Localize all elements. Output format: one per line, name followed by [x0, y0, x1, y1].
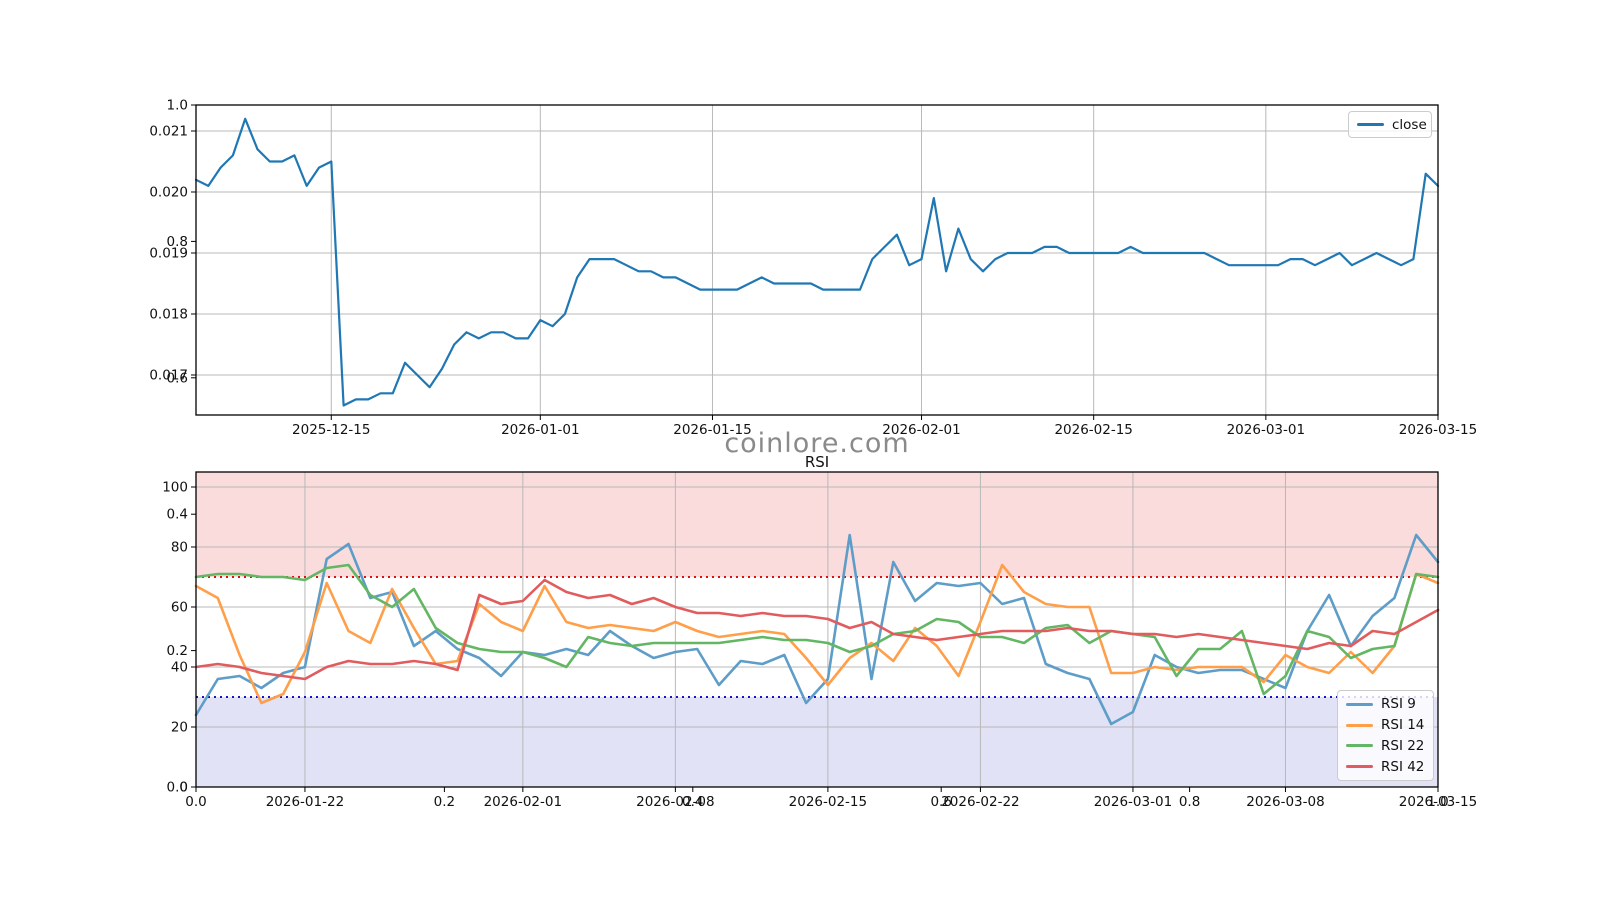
x-tick-label: 2026-02-15	[1054, 422, 1132, 438]
rsi22-line-swatch	[1346, 744, 1373, 748]
rsi-legend: RSI 9 RSI 14 RSI 22 RSI 42	[1337, 690, 1434, 781]
overlay-y-tick-label: 0.8	[167, 234, 188, 250]
overlay-y-tick-label: 0.6	[167, 370, 188, 386]
overlay-x-tick-label: 0.8	[1179, 794, 1200, 810]
legend-item-rsi42: RSI 42	[1346, 756, 1425, 777]
overlay-x-tick-label: 0.4	[682, 794, 703, 810]
x-tick-label: 2026-03-01	[1227, 422, 1305, 438]
legend-item-close: close	[1357, 115, 1427, 134]
legend-item-rsi9: RSI 9	[1346, 694, 1425, 715]
x-tick-label: 2026-03-15	[1399, 794, 1477, 810]
rsi-chart-frame	[195, 471, 1439, 788]
overlay-x-tick-label: 1.0	[1427, 794, 1448, 810]
legend-label-close: close	[1392, 116, 1427, 133]
y-tick-label: 80	[171, 540, 188, 556]
x-tick-label: 2026-02-01	[484, 794, 562, 810]
legend-label-rsi9: RSI 9	[1381, 696, 1416, 713]
overlay-x-tick-label: 0.2	[434, 794, 455, 810]
x-tick-label: 2026-01-15	[673, 422, 751, 438]
rsi-14-line	[194, 563, 1440, 705]
legend-item-rsi14: RSI 14	[1346, 715, 1425, 736]
y-tick-label: 0.020	[149, 184, 188, 200]
y-tick-label: 0	[179, 780, 188, 796]
x-tick-label: 2026-01-22	[266, 794, 344, 810]
x-tick-label: 2026-02-15	[789, 794, 867, 810]
rsi14-line-swatch	[1346, 723, 1373, 727]
x-tick-label: 2026-02-08	[636, 794, 714, 810]
y-tick-label: 40	[171, 660, 188, 676]
close-line-swatch	[1357, 123, 1384, 126]
price-legend: close	[1348, 111, 1432, 138]
legend-label-rsi22: RSI 22	[1381, 737, 1425, 754]
close-line	[194, 117, 1440, 407]
y-tick-label: 100	[162, 480, 188, 496]
overlay-y-tick-label: 0.0	[167, 780, 188, 796]
x-tick-label: 2026-03-01	[1094, 794, 1172, 810]
y-tick-label: 20	[171, 720, 188, 736]
rsi-42-line	[194, 578, 1440, 681]
overlay-x-tick-label: 0.6	[930, 794, 951, 810]
rsi-chart-title: RSI	[804, 453, 830, 471]
x-tick-label: 2026-02-22	[941, 794, 1019, 810]
x-tick-label: 2025-12-15	[292, 422, 370, 438]
rsi9-line-swatch	[1346, 702, 1373, 706]
legend-label-rsi42: RSI 42	[1381, 758, 1425, 775]
oversold-zone	[196, 697, 1438, 787]
rsi-22-line	[194, 563, 1440, 696]
y-tick-label: 0.018	[149, 306, 188, 322]
y-tick-label: 0.021	[149, 123, 188, 139]
rsi42-line-swatch	[1346, 765, 1373, 769]
y-tick-label: 60	[171, 600, 188, 616]
y-tick-label: 0.017	[149, 367, 188, 383]
overlay-y-tick-label: 0.2	[167, 643, 188, 659]
x-tick-label: 2026-03-08	[1246, 794, 1324, 810]
price-chart-frame	[195, 104, 1439, 416]
watermark: coinlore.com	[724, 428, 910, 459]
overbought-zone	[196, 472, 1438, 577]
y-tick-label: 0.019	[149, 245, 188, 261]
legend-item-rsi22: RSI 22	[1346, 736, 1425, 757]
overlay-y-tick-label: 1.0	[167, 98, 188, 114]
x-tick-label: 2026-02-01	[882, 422, 960, 438]
x-tick-label: 2026-01-01	[501, 422, 579, 438]
overlay-y-tick-label: 0.4	[167, 507, 188, 523]
rsi-9-line	[194, 533, 1440, 726]
overlay-x-tick-label: 0.0	[185, 794, 206, 810]
legend-label-rsi14: RSI 14	[1381, 717, 1425, 734]
x-tick-label: 2026-03-15	[1399, 422, 1477, 438]
